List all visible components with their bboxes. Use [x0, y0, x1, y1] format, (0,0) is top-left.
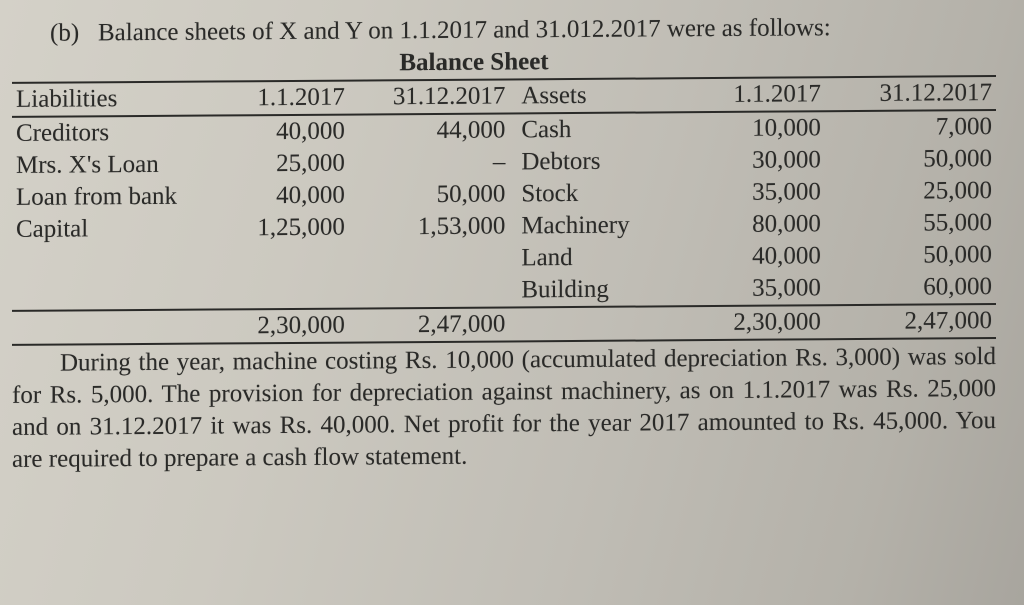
- asset-v1: 35,000: [680, 176, 824, 209]
- asset-v1: 10,000: [680, 111, 824, 145]
- header-assets: Assets: [509, 78, 680, 113]
- header-asset-date1: 1.1.2017: [680, 77, 824, 112]
- asset-name: Cash: [509, 112, 680, 146]
- asset-v2: 55,000: [825, 207, 996, 240]
- asset-v2: 7,000: [825, 110, 996, 144]
- liab-v2: 50,000: [349, 178, 509, 211]
- liab-name: Mrs. X's Loan: [12, 149, 210, 182]
- asset-v2: 50,000: [825, 239, 996, 272]
- total-asset-v2: 2,47,000: [825, 304, 996, 339]
- asset-name: Machinery: [509, 209, 680, 242]
- asset-name: Stock: [509, 177, 680, 210]
- problem-paragraph: During the year, machine costing Rs. 10,…: [12, 341, 996, 476]
- asset-v1: 40,000: [680, 240, 824, 273]
- liab-v1: 25,000: [210, 148, 349, 181]
- asset-v1: 35,000: [680, 272, 824, 306]
- liab-v1: 40,000: [210, 115, 349, 149]
- total-liab-v1: 2,30,000: [210, 309, 349, 344]
- header-asset-date2: 31.12.2017: [825, 76, 996, 111]
- header-liab-date1: 1.1.2017: [210, 81, 349, 116]
- asset-name: Land: [509, 241, 680, 274]
- liab-name: Creditors: [12, 116, 210, 150]
- liab-v1: 40,000: [210, 180, 349, 213]
- liab-v2: –: [349, 146, 509, 179]
- liab-v1: 1,25,000: [210, 212, 349, 245]
- header-liabilities: Liabilities: [12, 82, 210, 117]
- header-liab-date2: 31.12.2017: [349, 79, 509, 114]
- total-asset-v1: 2,30,000: [680, 305, 824, 340]
- asset-v2: 50,000: [825, 143, 996, 176]
- asset-name: Building: [509, 273, 680, 307]
- question-label: (b): [50, 17, 98, 49]
- asset-v1: 80,000: [680, 208, 824, 241]
- asset-v1: 30,000: [680, 144, 824, 177]
- balance-sheet-table: Liabilities 1.1.2017 31.12.2017 Assets 1…: [12, 75, 996, 346]
- liab-v2: 44,000: [349, 113, 509, 147]
- total-liab-v2: 2,47,000: [349, 307, 509, 342]
- liab-name: Loan from bank: [12, 181, 210, 214]
- intro-text: Balance sheets of X and Y on 1.1.2017 an…: [98, 11, 996, 49]
- asset-name: Debtors: [509, 145, 680, 178]
- liab-name: Capital: [12, 213, 210, 246]
- asset-v2: 60,000: [825, 271, 996, 305]
- asset-v2: 25,000: [825, 175, 996, 208]
- question-intro: (b) Balance sheets of X and Y on 1.1.201…: [50, 11, 996, 50]
- totals-row: 2,30,000 2,47,000 2,30,000 2,47,000: [12, 304, 996, 345]
- liab-v2: 1,53,000: [349, 210, 509, 243]
